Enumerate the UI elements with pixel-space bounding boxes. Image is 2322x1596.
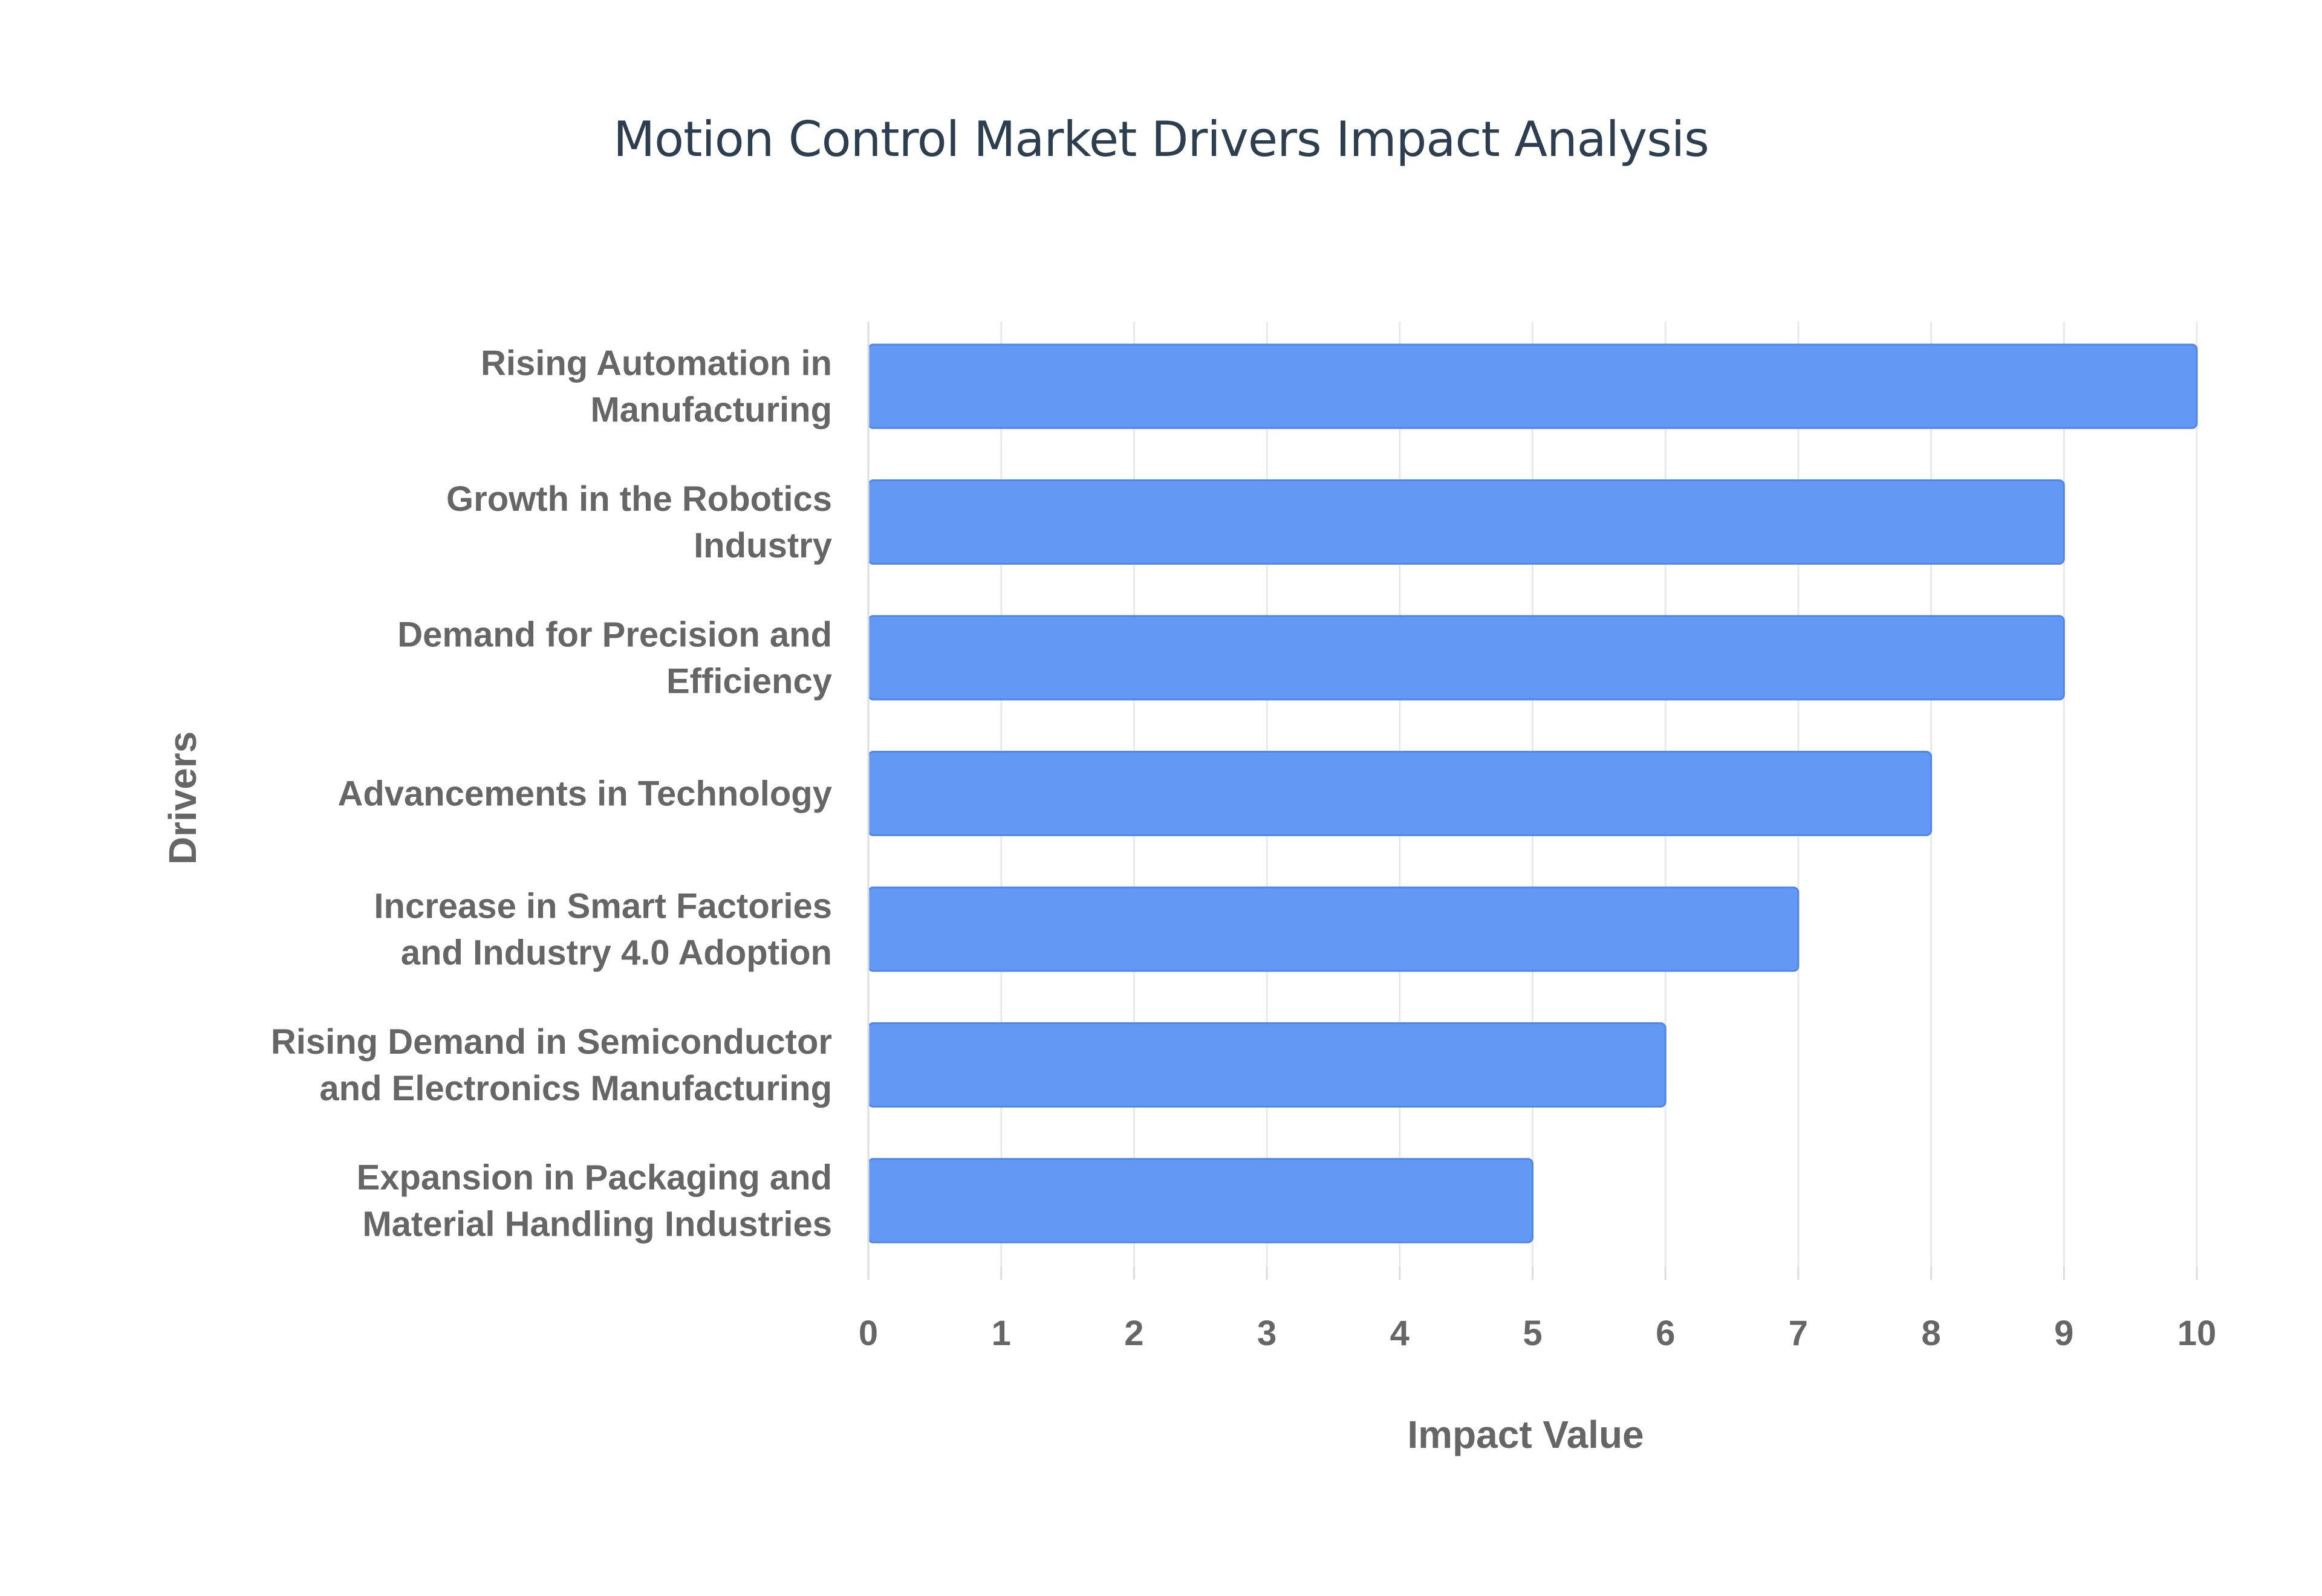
category-label-line: Growth in the Robotics — [446, 479, 832, 519]
bar-6[interactable] — [867, 1158, 1533, 1244]
category-label-line: Industry — [694, 526, 832, 565]
x-tick-label-0: 0 — [859, 1314, 878, 1353]
category-label-0: Rising Automation in Manufacturing — [481, 344, 832, 430]
category-label-line: Rising Demand in Semiconductor — [271, 1022, 832, 1062]
category-label-line: Material Handling Industries — [362, 1205, 832, 1244]
category-label-line: and Electronics Manufacturing — [319, 1069, 832, 1108]
x-tick-label-6: 6 — [1656, 1314, 1675, 1353]
bar-1[interactable] — [867, 479, 2065, 565]
chart-title: Motion Control Market Drivers Impact Ana… — [613, 111, 1709, 167]
x-tick-label-1: 1 — [992, 1314, 1011, 1353]
bar-3[interactable] — [867, 751, 1933, 836]
bar-4[interactable] — [867, 886, 1800, 972]
category-label-line: Manufacturing — [590, 391, 832, 430]
category-label-line: Increase in Smart Factories — [374, 887, 832, 926]
x-tick-label-7: 7 — [1789, 1314, 1808, 1353]
x-tick-label-10: 10 — [2177, 1314, 2217, 1353]
axes: 0 1 2 3 4 5 6 7 8 9 10 — [859, 322, 2216, 1353]
x-axis-title: Impact Value — [1407, 1413, 1644, 1456]
y-axis-title: Drivers — [161, 731, 204, 865]
category-label-6: Expansion in Packaging and Material Handl… — [357, 1158, 832, 1244]
bars — [867, 343, 2198, 1244]
bar-2[interactable] — [867, 615, 2065, 701]
category-label-line: Expansion in Packaging and — [357, 1158, 832, 1198]
category-label-2: Demand for Precision and Efficiency — [397, 615, 832, 701]
x-tick-label-9: 9 — [2054, 1314, 2073, 1353]
category-label-line: Rising Automation in — [481, 344, 832, 383]
x-tick-label-5: 5 — [1523, 1314, 1542, 1353]
x-tick-label-4: 4 — [1390, 1314, 1410, 1353]
x-tick-label-2: 2 — [1124, 1314, 1143, 1353]
x-tick-label-8: 8 — [1921, 1314, 1940, 1353]
category-label-5: Rising Demand in Semiconductor and Electr… — [271, 1022, 832, 1108]
bar-5[interactable] — [867, 1022, 1667, 1108]
category-label-4: Increase in Smart Factories and Industry … — [374, 887, 832, 973]
bar-0[interactable] — [867, 343, 2198, 429]
x-tick-label-3: 3 — [1257, 1314, 1276, 1353]
category-label-line: Efficiency — [666, 662, 832, 701]
category-label-3: Advancements in Technology — [337, 774, 832, 814]
category-label-line: Advancements in Technology — [337, 774, 832, 814]
category-label-1: Growth in the Robotics Industry — [446, 479, 832, 565]
category-label-line: Demand for Precision and — [397, 615, 832, 655]
category-label-line: and Industry 4.0 Adoption — [401, 933, 832, 973]
category-labels: Rising Automation in Manufacturing Growth … — [271, 344, 832, 1244]
